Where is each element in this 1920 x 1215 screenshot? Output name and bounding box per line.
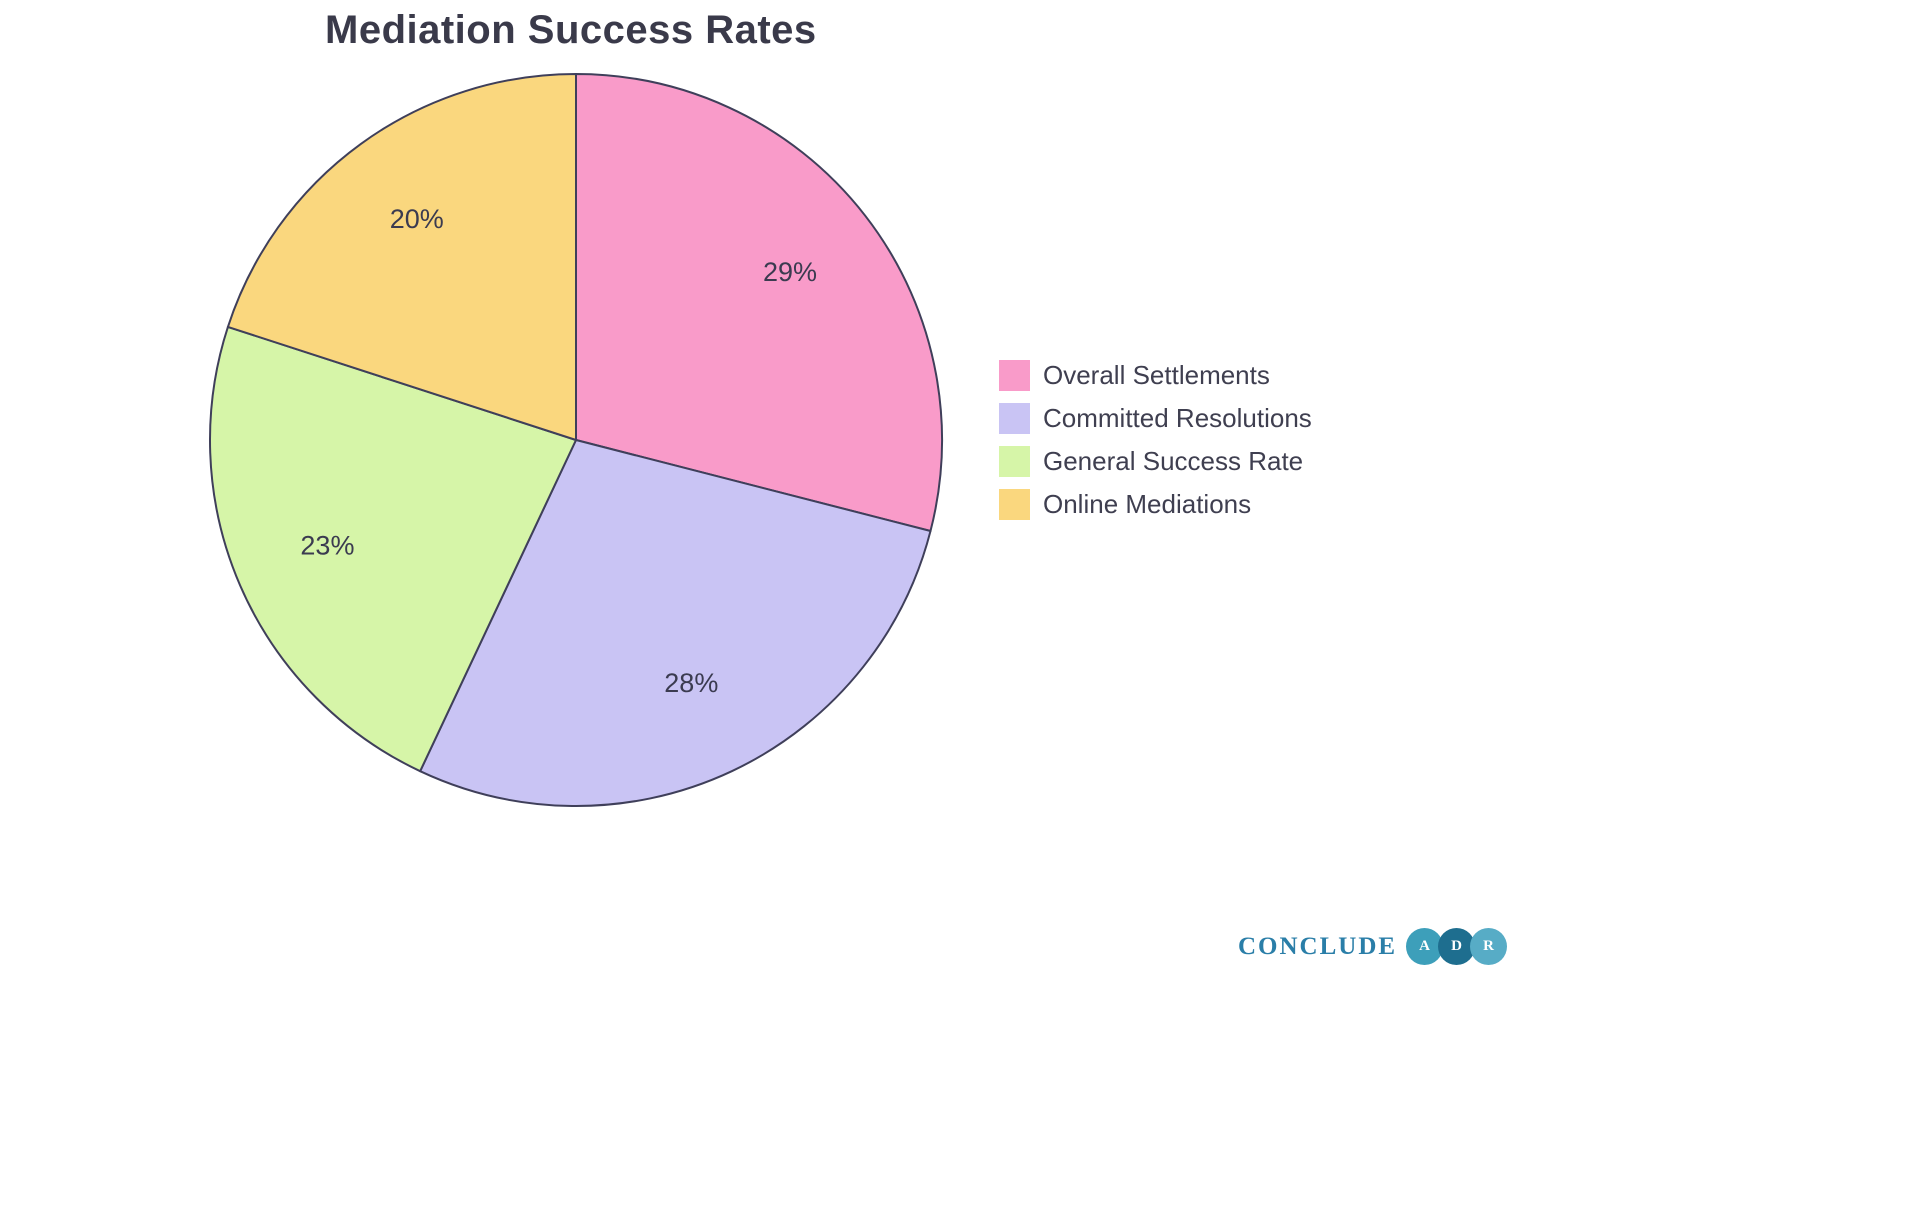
legend-label: Committed Resolutions [1043, 403, 1312, 433]
legend-item: Overall Settlements [999, 354, 1312, 397]
legend-label: General Success Rate [1043, 446, 1304, 476]
legend-swatch [999, 403, 1030, 434]
legend-item: Online Mediations [999, 483, 1312, 526]
brand-badge-r: R [1470, 928, 1508, 965]
slice-value-label: 28% [664, 668, 718, 698]
pie-slice-2 [209, 325, 577, 773]
pie-slice-1 [419, 439, 932, 807]
brand-wordmark: CONCLUDE [1238, 932, 1398, 960]
chart-title: Mediation Success Rates [325, 8, 817, 52]
pie-chart: 29% 28% 23% 20% [209, 73, 943, 807]
legend-item: Committed Resolutions [999, 397, 1312, 440]
legend-label: Online Mediations [1043, 489, 1252, 519]
legend: Overall Settlements Committed Resolution… [999, 354, 1312, 526]
brand-logo: CONCLUDE A D R [1238, 928, 1508, 965]
legend-swatch [999, 360, 1030, 391]
slice-value-label: 20% [390, 204, 444, 234]
pie-slice-3 [226, 73, 577, 441]
brand-badge-a: A [1406, 928, 1444, 965]
slice-value-label: 23% [300, 531, 354, 561]
legend-swatch [999, 446, 1030, 477]
legend-label: Overall Settlements [1043, 360, 1270, 390]
legend-swatch [999, 489, 1030, 520]
slice-value-label: 29% [763, 257, 817, 287]
brand-badge-d: D [1438, 928, 1476, 965]
pie-slice-0 [575, 73, 943, 533]
legend-item: General Success Rate [999, 440, 1312, 483]
